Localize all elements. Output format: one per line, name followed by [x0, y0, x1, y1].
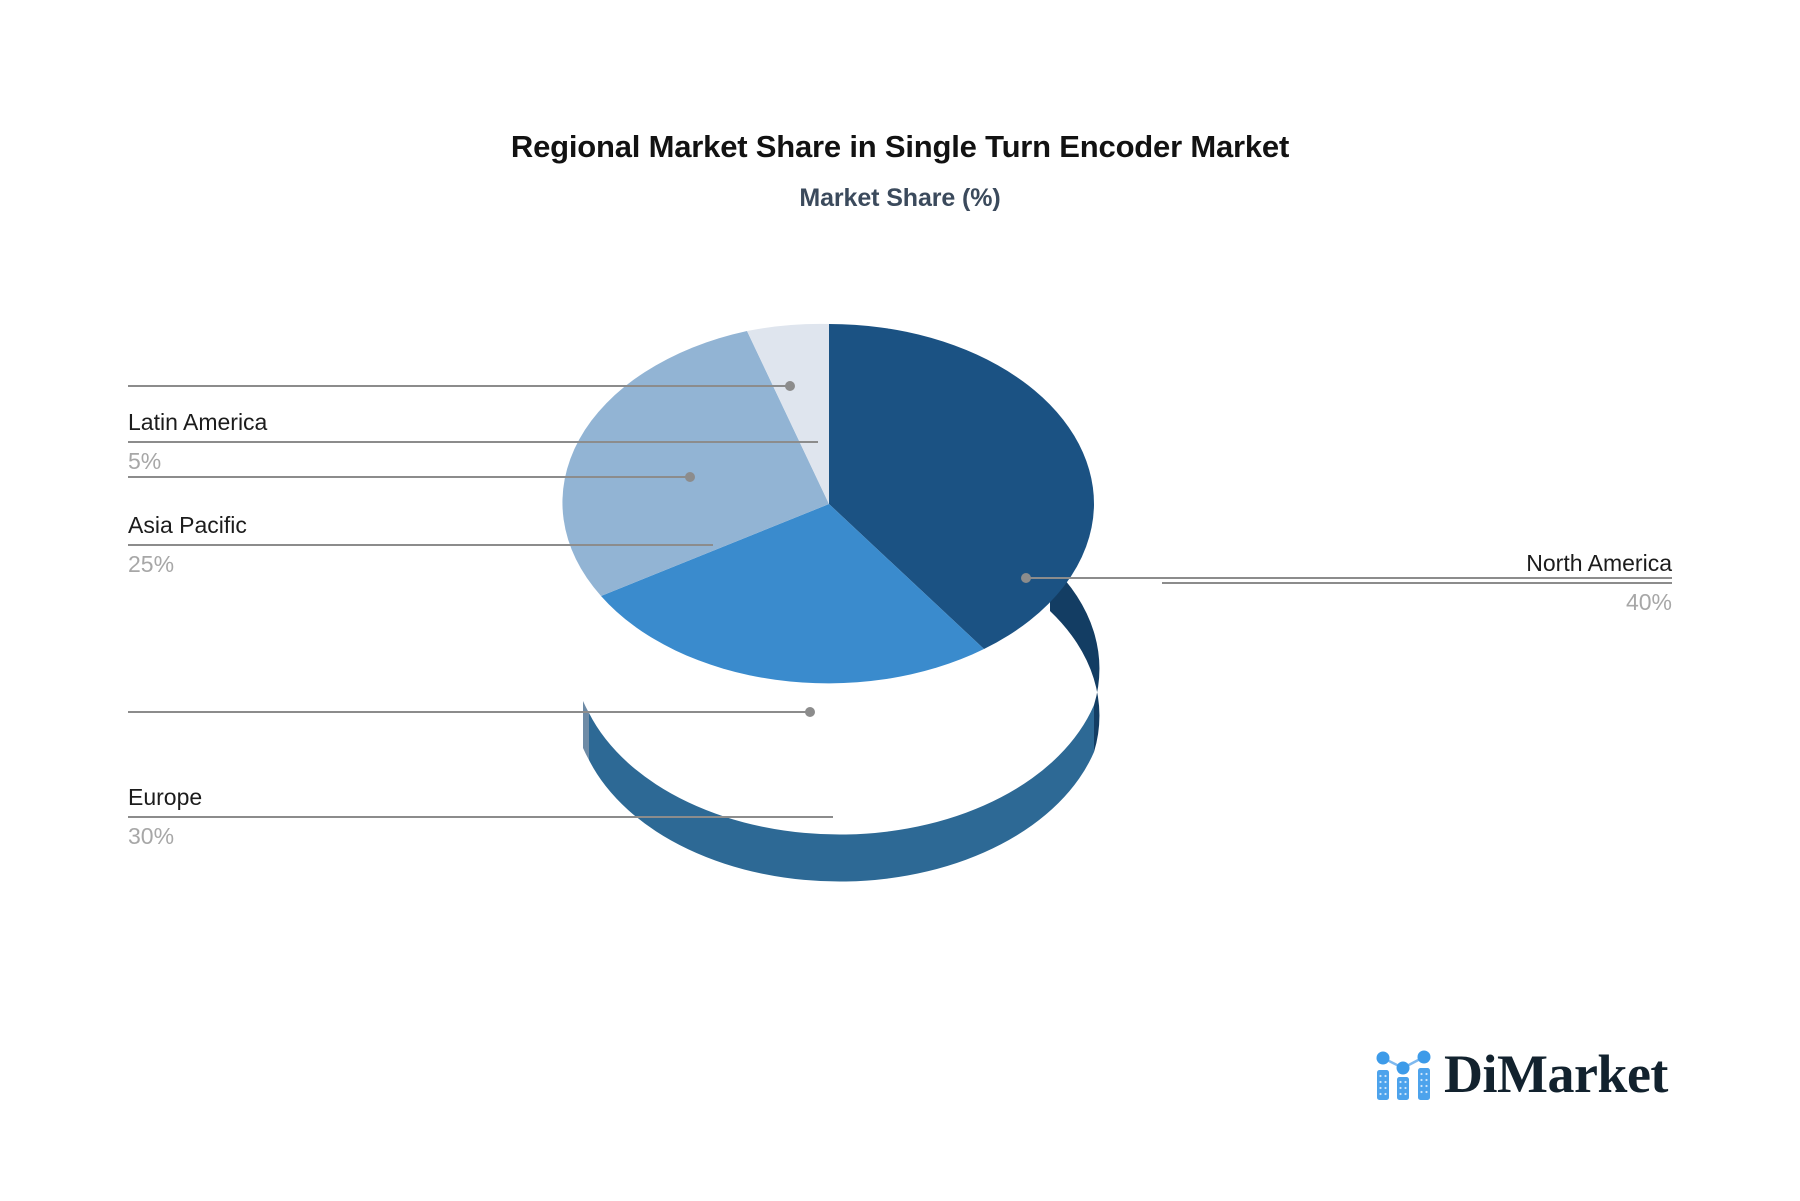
- leader-line-asia-pacific: [128, 472, 695, 482]
- callout-latin-america: Latin America 5%: [128, 407, 818, 476]
- pie-slice-asia-pacific: [562, 331, 829, 596]
- pie-side-europe: [589, 705, 1094, 882]
- callout-rule: [128, 441, 818, 443]
- bar-chart-dots-icon: [1376, 1050, 1431, 1100]
- pie-side-asia-pacific: [583, 701, 589, 760]
- leader-line-north-america: [1021, 573, 1672, 583]
- callout-label: Latin America: [128, 409, 268, 435]
- callout-value: 30%: [128, 823, 175, 849]
- brand-name: DiMarket: [1444, 1044, 1668, 1104]
- callout-value: 5%: [128, 448, 162, 474]
- callout-europe: Europe 30%: [128, 782, 833, 851]
- pie-side-north-america: [1050, 564, 1100, 752]
- callout-rule: [128, 816, 833, 818]
- pie-slice-europe: [601, 504, 984, 684]
- callout-value: 40%: [1625, 589, 1672, 615]
- callout-label: Europe: [128, 784, 203, 810]
- brand-logo: DiMarket: [1374, 1046, 1668, 1102]
- pie-slice-north-america: [829, 324, 1095, 649]
- callout-label: North America: [1526, 550, 1672, 576]
- callout-value: 25%: [128, 551, 175, 577]
- leader-line-europe: [128, 707, 815, 717]
- callout-rule: [128, 544, 713, 546]
- callout-asia-pacific: Asia Pacific 25%: [128, 510, 713, 579]
- callout-label: Asia Pacific: [128, 512, 247, 538]
- callout-north-america: North America 40%: [1162, 548, 1672, 617]
- leader-line-latin-america: [128, 381, 795, 391]
- callout-rule: [1162, 582, 1672, 584]
- pie-slice-latin-america: [747, 323, 829, 504]
